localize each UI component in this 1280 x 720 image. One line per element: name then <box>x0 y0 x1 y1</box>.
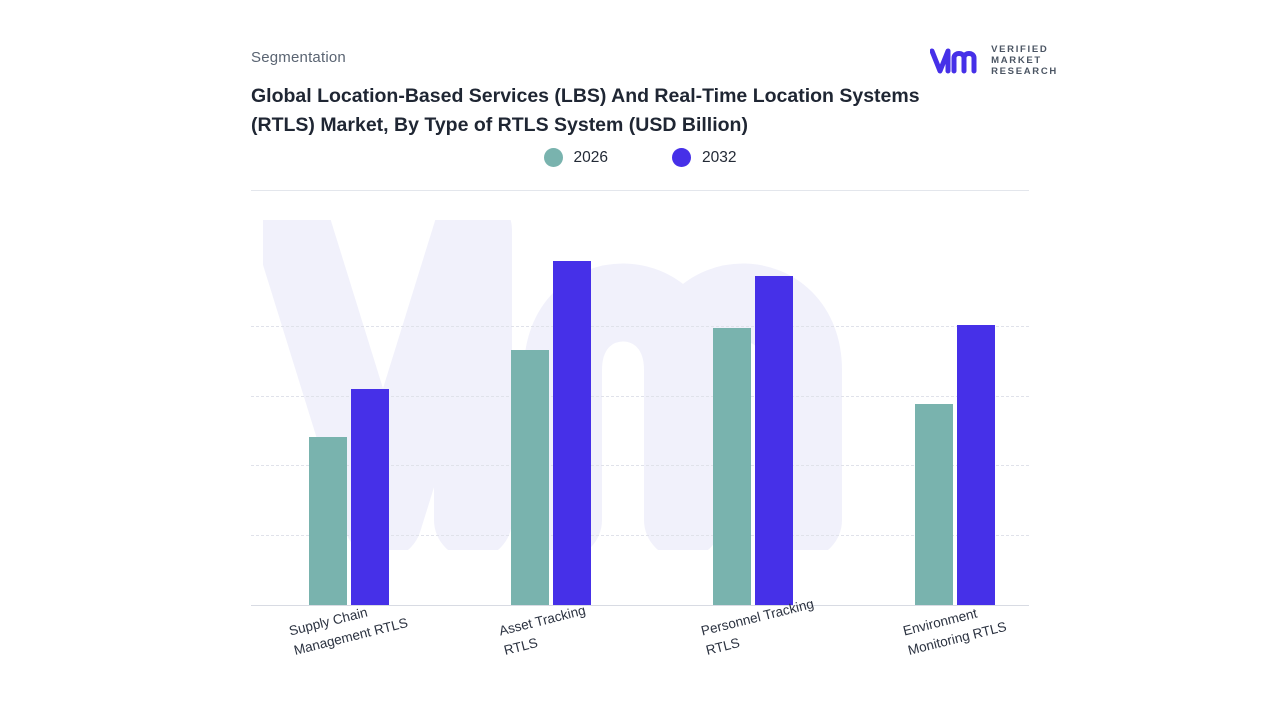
x-label-asset-tracking: Asset Tracking RTLS <box>497 602 588 659</box>
legend-item-2032[interactable]: 2032 <box>672 148 736 167</box>
bar-2032-personnel-tracking[interactable] <box>755 275 793 605</box>
gridline-2 <box>251 395 1029 397</box>
segmentation-label: Segmentation <box>251 49 346 66</box>
bar-group-asset-tracking <box>471 228 631 605</box>
vmr-logo-mark <box>930 48 977 74</box>
bar-group-supply-chain <box>269 228 429 605</box>
chart-legend: 2026 2032 <box>251 148 1029 167</box>
page-title: Global Location-Based Services (LBS) And… <box>251 85 920 136</box>
vmr-logo: VERIFIED MARKET RESEARCH <box>930 44 1058 78</box>
bar-2032-asset-tracking[interactable] <box>553 260 591 605</box>
bar-group-environment-monitoring <box>875 228 1035 605</box>
logo-line-2: MARKET <box>991 55 1042 67</box>
bar-2026-environment-monitoring[interactable] <box>915 404 953 605</box>
x-axis-line <box>251 605 1029 606</box>
bar-2026-asset-tracking[interactable] <box>511 349 549 605</box>
legend-label-2032: 2032 <box>702 148 737 166</box>
legend-item-2026[interactable]: 2026 <box>543 148 608 167</box>
bar-group-container <box>251 228 1029 605</box>
bar-2026-personnel-tracking[interactable] <box>713 327 751 605</box>
bar-2032-supply-chain[interactable] <box>351 389 389 605</box>
gridline-4 <box>251 535 1029 537</box>
bar-group-personnel-tracking <box>673 228 833 605</box>
legend-swatch-2026 <box>543 148 563 167</box>
plot-area <box>251 220 1029 606</box>
logo-line-3: RESEARCH <box>991 66 1058 78</box>
header-divider <box>251 190 1029 191</box>
x-label-environment-monitoring: Environment Monitoring RTLS <box>901 605 1009 659</box>
logo-line-1: VERIFIED <box>991 44 1049 55</box>
gridline-1 <box>251 325 1029 327</box>
vmr-logo-text: VERIFIED MARKET RESEARCH <box>991 44 1058 78</box>
gridline-3 <box>251 465 1029 467</box>
legend-label-2026: 2026 <box>573 148 608 166</box>
x-axis-labels: Supply Chain Management RTLS Asset Track… <box>251 596 1029 710</box>
legend-swatch-2032 <box>672 148 691 167</box>
bar-2032-environment-monitoring[interactable] <box>957 324 995 605</box>
bar-2026-supply-chain[interactable] <box>309 437 347 605</box>
